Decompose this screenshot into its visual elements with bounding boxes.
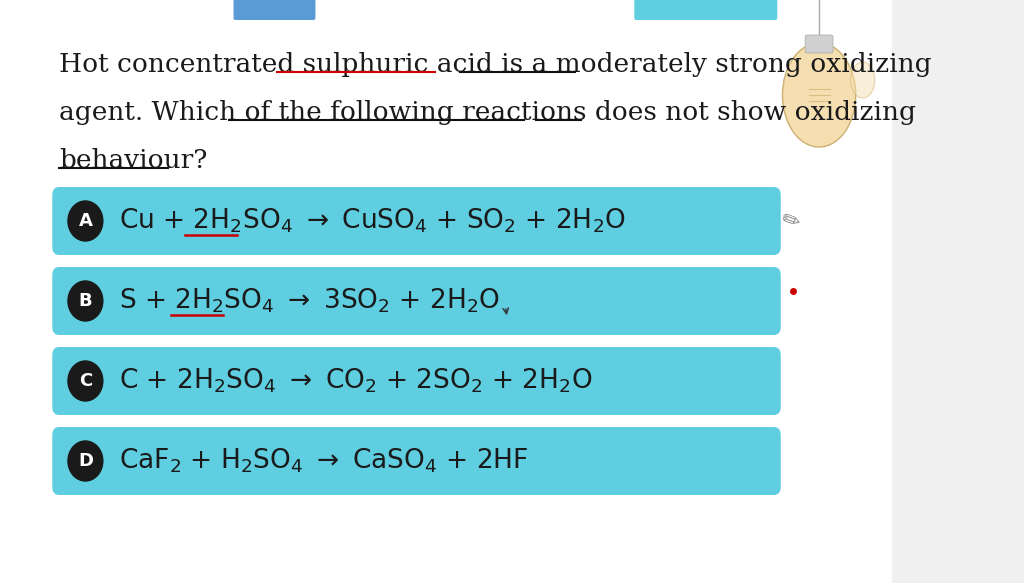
- Ellipse shape: [782, 43, 856, 147]
- FancyBboxPatch shape: [233, 0, 315, 20]
- FancyBboxPatch shape: [52, 427, 780, 495]
- FancyBboxPatch shape: [805, 35, 833, 53]
- Text: B: B: [79, 292, 92, 310]
- FancyBboxPatch shape: [634, 0, 777, 20]
- Text: Hot concentrated sulphuric acid is a moderately strong oxidizing: Hot concentrated sulphuric acid is a mod…: [59, 52, 932, 77]
- Circle shape: [68, 281, 102, 321]
- Ellipse shape: [851, 62, 874, 98]
- FancyBboxPatch shape: [0, 0, 892, 583]
- Circle shape: [68, 441, 102, 481]
- Text: A: A: [79, 212, 92, 230]
- FancyBboxPatch shape: [52, 347, 780, 415]
- Text: ✏: ✏: [777, 208, 802, 234]
- Text: D: D: [78, 452, 93, 470]
- Text: S + 2H$_2$SO$_4$ $\rightarrow$ 3SO$_2$ + 2H$_2$O: S + 2H$_2$SO$_4$ $\rightarrow$ 3SO$_2$ +…: [119, 287, 500, 315]
- Text: CaF$_2$ + H$_2$SO$_4$ $\rightarrow$ CaSO$_4$ + 2HF: CaF$_2$ + H$_2$SO$_4$ $\rightarrow$ CaSO…: [119, 447, 528, 475]
- Text: agent. Which of the following reactions does not show oxidizing: agent. Which of the following reactions …: [59, 100, 916, 125]
- FancyBboxPatch shape: [52, 187, 780, 255]
- Text: C: C: [79, 372, 92, 390]
- Text: behaviour?: behaviour?: [59, 148, 208, 173]
- Text: C + 2H$_2$SO$_4$ $\rightarrow$ CO$_2$ + 2SO$_2$ + 2H$_2$O: C + 2H$_2$SO$_4$ $\rightarrow$ CO$_2$ + …: [119, 367, 592, 395]
- Circle shape: [68, 361, 102, 401]
- Text: Cu + 2H$_2$SO$_4$ $\rightarrow$ CuSO$_4$ + SO$_2$ + 2H$_2$O: Cu + 2H$_2$SO$_4$ $\rightarrow$ CuSO$_4$…: [119, 207, 626, 236]
- Circle shape: [68, 201, 102, 241]
- FancyBboxPatch shape: [52, 267, 780, 335]
